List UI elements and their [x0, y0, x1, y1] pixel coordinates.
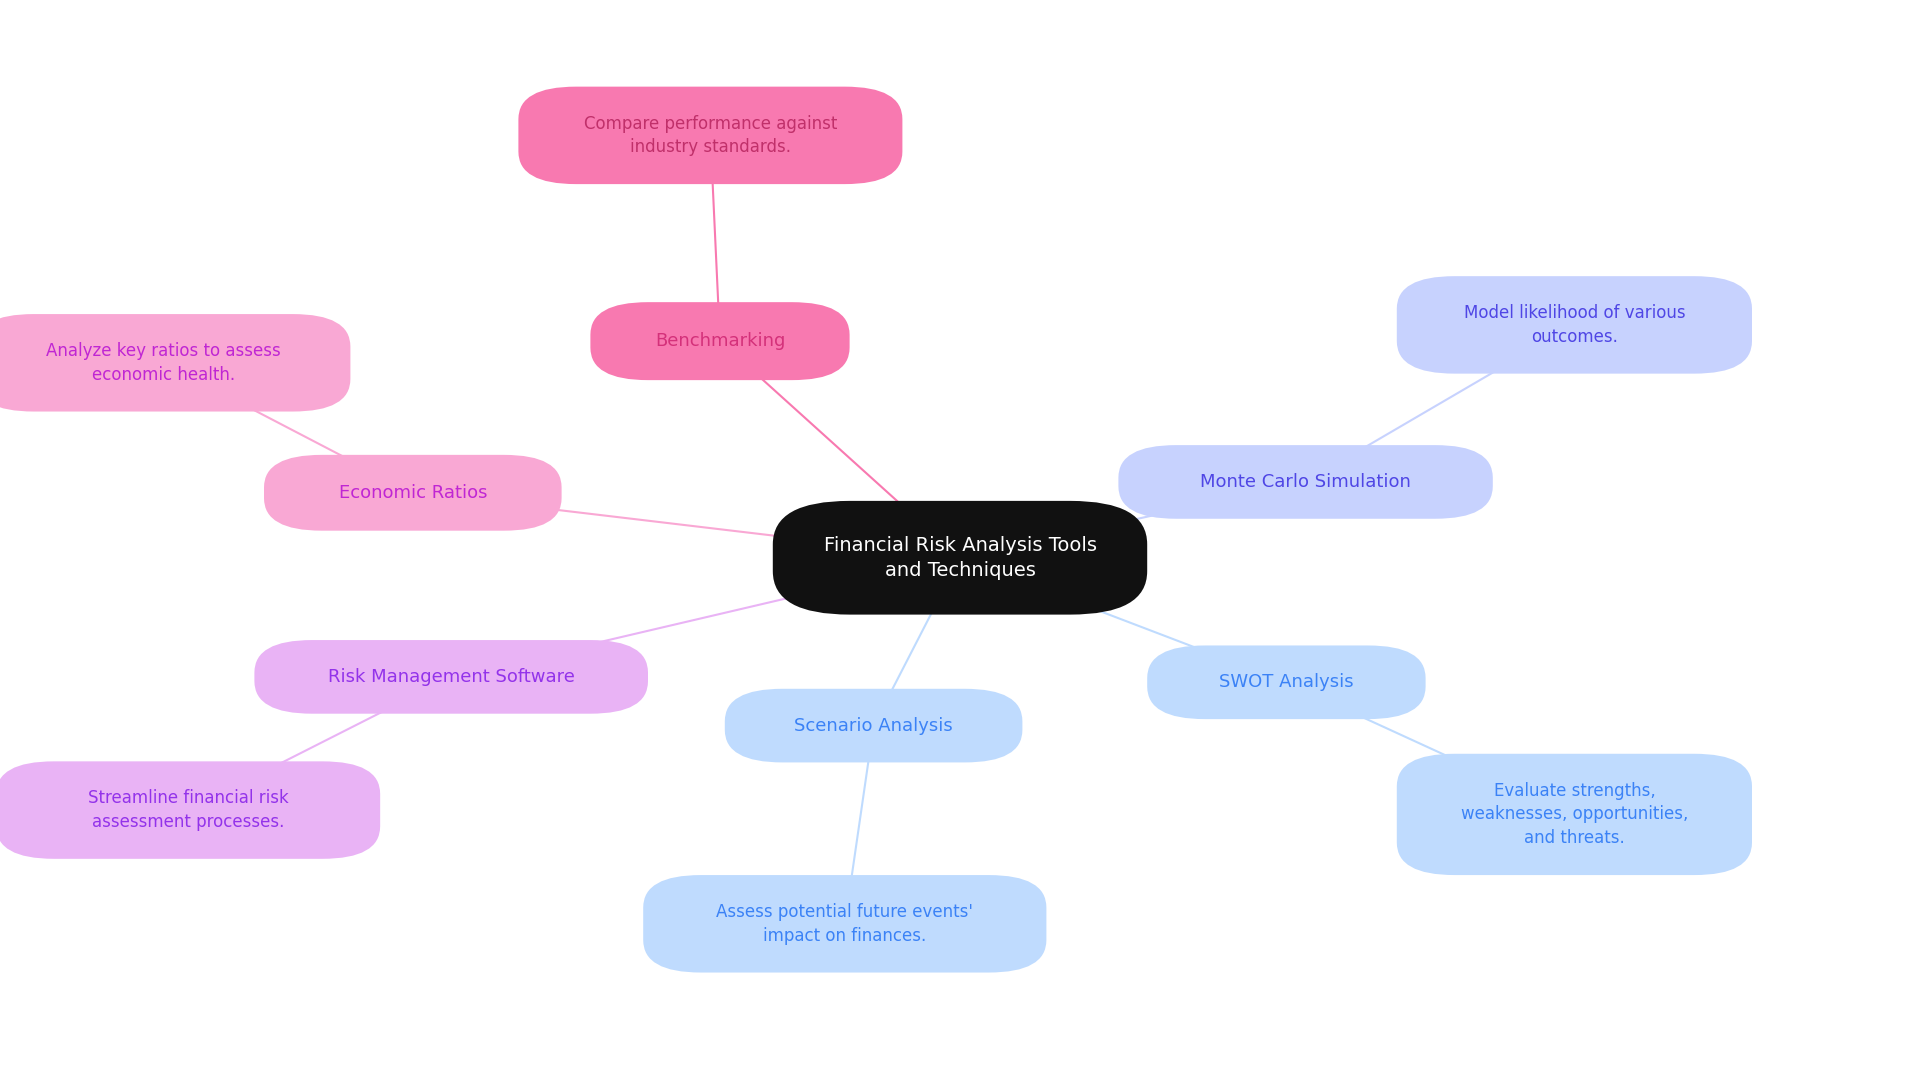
Text: Streamline financial risk
assessment processes.: Streamline financial risk assessment pro… — [88, 790, 288, 831]
FancyBboxPatch shape — [518, 87, 902, 184]
Text: SWOT Analysis: SWOT Analysis — [1219, 674, 1354, 691]
Text: Analyze key ratios to assess
economic health.: Analyze key ratios to assess economic he… — [46, 342, 280, 383]
FancyBboxPatch shape — [591, 302, 849, 380]
FancyBboxPatch shape — [1396, 754, 1751, 875]
Text: Financial Risk Analysis Tools
and Techniques: Financial Risk Analysis Tools and Techni… — [824, 536, 1096, 579]
FancyBboxPatch shape — [724, 689, 1021, 762]
Text: Compare performance against
industry standards.: Compare performance against industry sta… — [584, 115, 837, 156]
FancyBboxPatch shape — [1148, 645, 1425, 719]
Text: Risk Management Software: Risk Management Software — [328, 668, 574, 686]
FancyBboxPatch shape — [0, 314, 349, 412]
Text: Evaluate strengths,
weaknesses, opportunities,
and threats.: Evaluate strengths, weaknesses, opportun… — [1461, 782, 1688, 847]
Text: Assess potential future events'
impact on finances.: Assess potential future events' impact o… — [716, 903, 973, 944]
Text: Model likelihood of various
outcomes.: Model likelihood of various outcomes. — [1463, 304, 1686, 345]
Text: Monte Carlo Simulation: Monte Carlo Simulation — [1200, 473, 1411, 491]
FancyBboxPatch shape — [0, 761, 380, 859]
Text: Scenario Analysis: Scenario Analysis — [795, 717, 952, 734]
FancyBboxPatch shape — [643, 875, 1046, 973]
FancyBboxPatch shape — [772, 500, 1146, 615]
Text: Economic Ratios: Economic Ratios — [338, 484, 488, 501]
FancyBboxPatch shape — [1396, 276, 1751, 374]
FancyBboxPatch shape — [1117, 445, 1494, 519]
Text: Benchmarking: Benchmarking — [655, 332, 785, 350]
FancyBboxPatch shape — [265, 455, 561, 531]
FancyBboxPatch shape — [253, 640, 649, 714]
